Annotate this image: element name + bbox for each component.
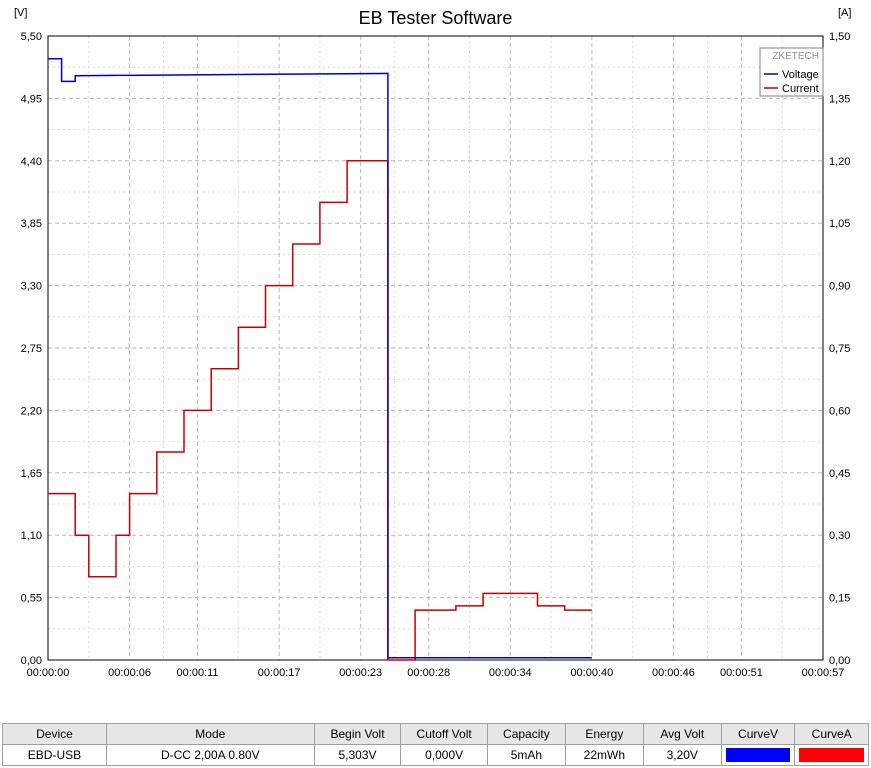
chart-title: EB Tester Software <box>359 8 513 28</box>
xtick: 00:00:40 <box>570 667 613 679</box>
ytick-left: 2,75 <box>21 343 42 355</box>
xtick: 00:00:28 <box>407 667 450 679</box>
results-table: DeviceModeBegin VoltCutoff VoltCapacityE… <box>2 723 869 766</box>
ytick-right: 0,15 <box>829 593 850 605</box>
cell-capacity: 5mAh <box>487 745 565 766</box>
ytick-left: 5,50 <box>21 31 42 43</box>
cell-energy: 22mWh <box>565 745 643 766</box>
col-header-0: Device <box>3 724 107 745</box>
ytick-left: 4,40 <box>21 156 42 168</box>
xtick: 00:00:17 <box>258 667 301 679</box>
ytick-left: 3,30 <box>21 281 42 293</box>
left-axis-unit: [V] <box>14 7 27 19</box>
xtick: 00:00:34 <box>489 667 532 679</box>
ytick-left: 1,10 <box>21 530 42 542</box>
right-axis-unit: [A] <box>838 7 851 19</box>
ytick-left: 0,00 <box>21 655 42 667</box>
legend-current-label: Current <box>782 83 819 95</box>
xtick: 00:00:51 <box>720 667 763 679</box>
xtick: 00:00:46 <box>652 667 695 679</box>
chart-area: [V] [A] EB Tester Software 0,00 0,55 1,10 1,65… <box>0 0 871 708</box>
col-header-6: Avg Volt <box>643 724 721 745</box>
legend-brand: ZKETECH <box>772 51 819 62</box>
ytick-left: 4,95 <box>21 93 42 105</box>
cell-avg-volt: 3,20V <box>643 745 721 766</box>
ytick-left: 3,85 <box>21 218 42 230</box>
col-header-7: CurveV <box>721 724 795 745</box>
ytick-left: 0,55 <box>21 593 42 605</box>
col-header-1: Mode <box>106 724 314 745</box>
cell-begin-volt: 5,303V <box>314 745 401 766</box>
col-header-8: CurveA <box>795 724 869 745</box>
ytick-right: 0,30 <box>829 530 850 542</box>
cell-cutoff-volt: 0,000V <box>401 745 488 766</box>
cell-curvea <box>795 745 869 766</box>
legend-voltage-label: Voltage <box>782 69 819 81</box>
xtick: 00:00:57 <box>802 667 845 679</box>
ytick-right: 0,45 <box>829 468 850 480</box>
ytick-right: 0,75 <box>829 343 850 355</box>
xtick: 00:00:00 <box>27 667 70 679</box>
ytick-left: 2,20 <box>21 405 42 417</box>
ytick-right: 0,90 <box>829 281 850 293</box>
ytick-right: 1,35 <box>829 93 850 105</box>
ytick-right: 0,00 <box>829 655 850 667</box>
ytick-right: 1,20 <box>829 156 850 168</box>
col-header-2: Begin Volt <box>314 724 401 745</box>
ytick-right: 1,50 <box>829 31 850 43</box>
col-header-3: Cutoff Volt <box>401 724 488 745</box>
col-header-5: Energy <box>565 724 643 745</box>
col-header-4: Capacity <box>487 724 565 745</box>
cell-curvev <box>721 745 795 766</box>
cell-mode: D-CC 2,00A 0.80V <box>106 745 314 766</box>
xtick: 00:00:06 <box>108 667 151 679</box>
ytick-left: 1,65 <box>21 468 42 480</box>
cell-device: EBD-USB <box>3 745 107 766</box>
ytick-right: 0,60 <box>829 405 850 417</box>
ytick-right: 1,05 <box>829 218 850 230</box>
xtick: 00:00:23 <box>339 667 382 679</box>
xtick: 00:00:11 <box>177 667 219 679</box>
